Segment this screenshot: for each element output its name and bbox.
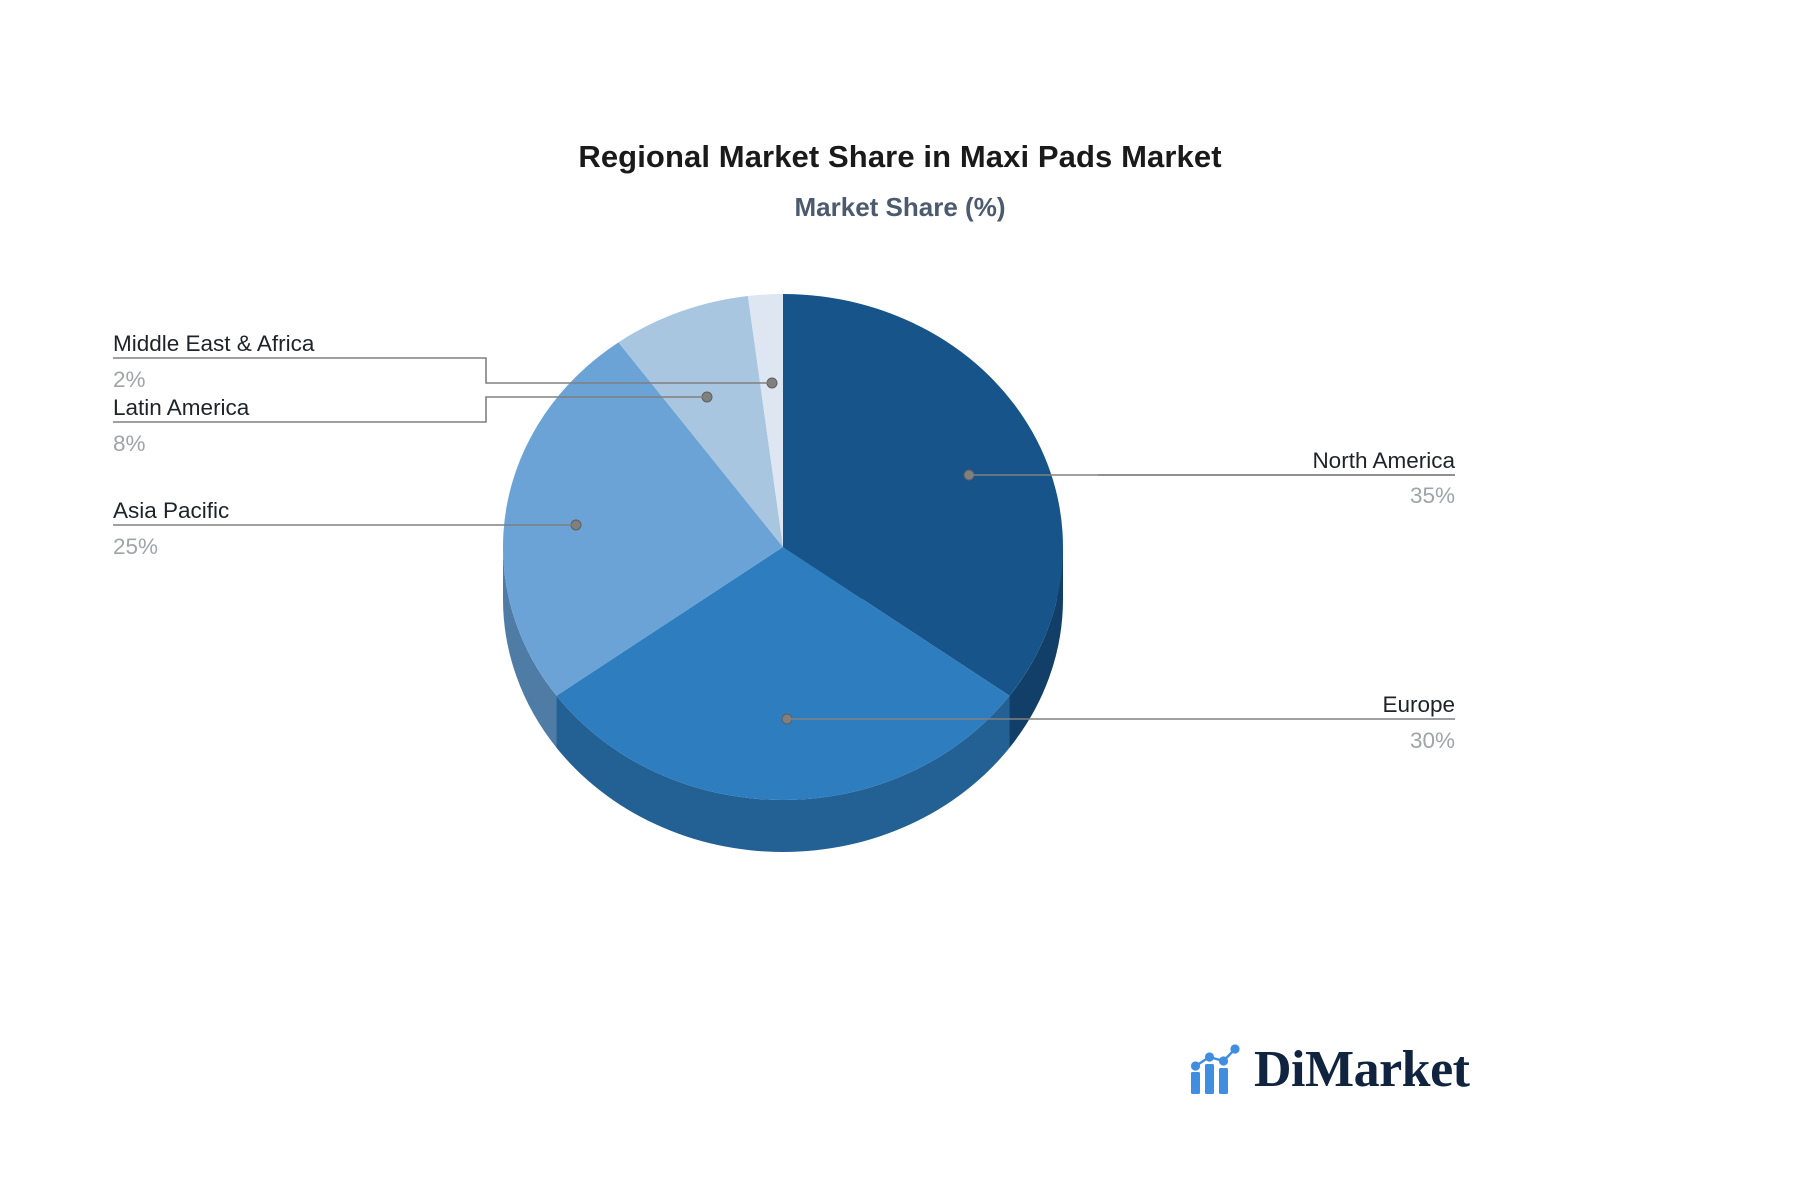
- pie-slice-middle-east-africa[interactable]: [747, 294, 783, 547]
- label-north-america-name: North America: [1312, 448, 1455, 473]
- pie-slice-europe[interactable]: [556, 547, 1010, 800]
- leader-line-middle-east-africa: [113, 357, 772, 384]
- pie-slices: [503, 294, 1063, 800]
- pie-depth-europe: [556, 695, 1010, 852]
- label-middle-east-africa-value: 2%: [113, 367, 146, 392]
- pie-slice-north-america[interactable]: [783, 294, 1063, 696]
- brand-watermark: DiMarket: [1188, 1041, 1470, 1098]
- pie-depth-asia-pacific: [503, 547, 557, 748]
- leader-line-latin-america: [113, 396, 707, 423]
- label-north-america-value: 35%: [1410, 483, 1455, 508]
- label-europe-value: 30%: [1410, 728, 1455, 753]
- label-asia-pacific-name: Asia Pacific: [113, 498, 229, 523]
- label-middle-east-africa-name: Middle East & Africa: [113, 331, 315, 356]
- label-latin-america-name: Latin America: [113, 395, 250, 420]
- label-latin-america-value: 8%: [113, 431, 146, 456]
- pie-depth-north-america: [1009, 547, 1063, 748]
- bar-chart-dots-icon: [1190, 1044, 1240, 1094]
- pie-slice-latin-america[interactable]: [618, 295, 783, 547]
- label-europe-name: Europe: [1382, 692, 1455, 717]
- leader-lines: [113, 357, 1455, 725]
- pie-slice-asia-pacific[interactable]: [503, 342, 783, 696]
- callout-labels: Middle East & Africa 2% Latin America 8%…: [113, 331, 1455, 753]
- label-asia-pacific-value: 25%: [113, 534, 158, 559]
- brand-name: DiMarket: [1254, 1041, 1470, 1098]
